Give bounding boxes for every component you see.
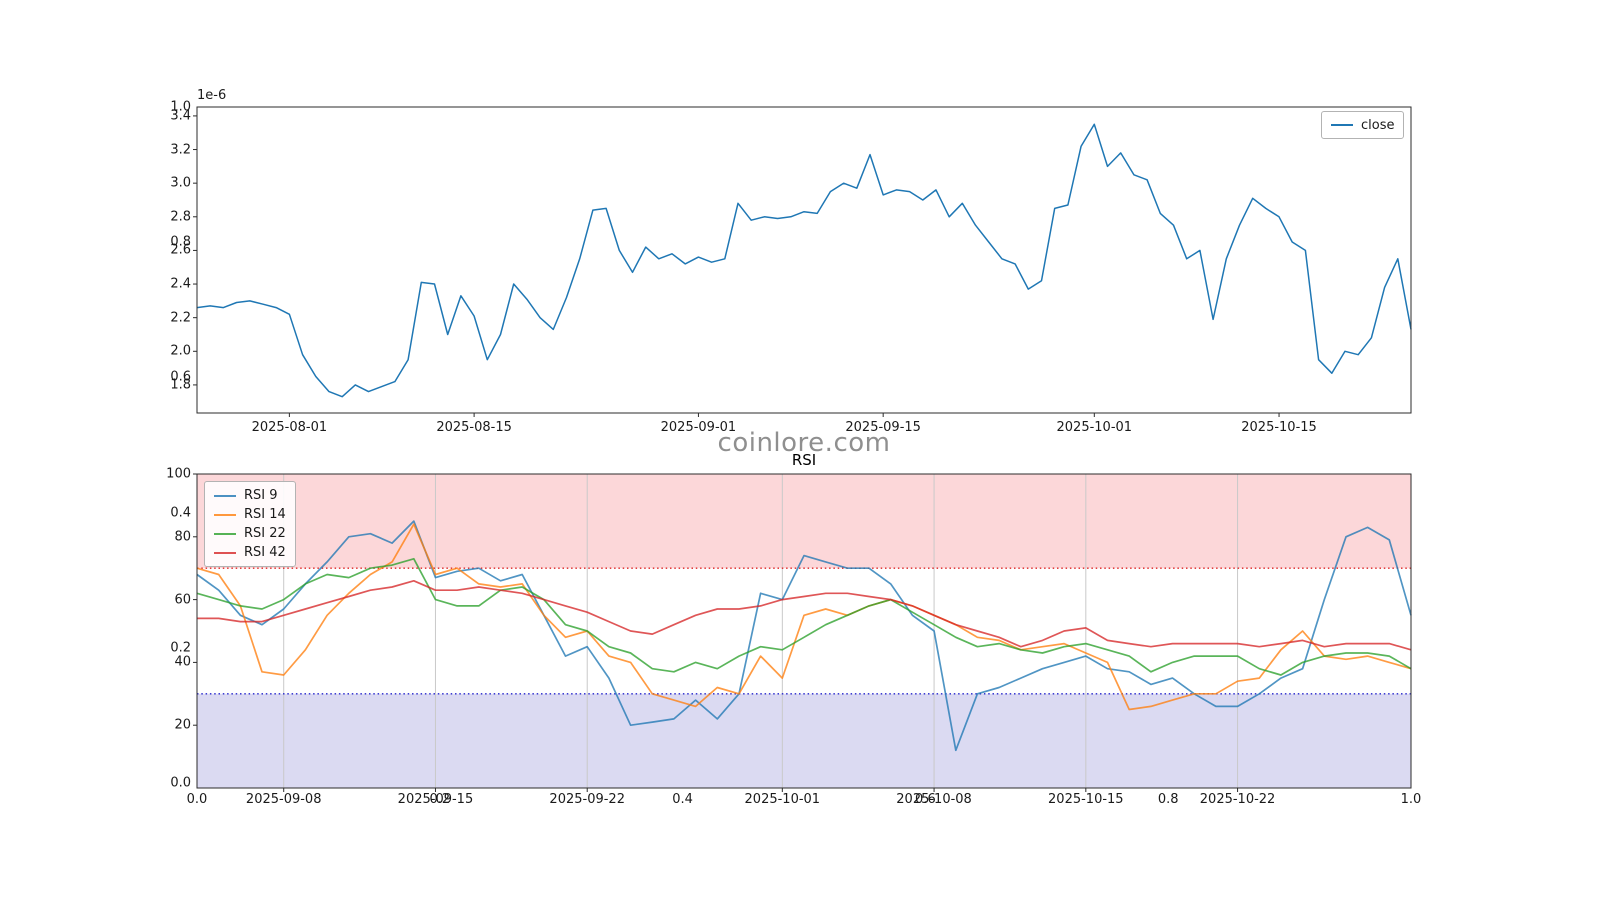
rsi-line-sample <box>214 494 236 497</box>
phantom-xtick-label: 1.0 <box>1400 792 1422 807</box>
rsi-plot-border <box>196 473 1412 789</box>
price-ytick-label: 3.2 <box>170 142 191 158</box>
price-xtick-label: 2025-10-01 <box>1056 420 1133 435</box>
watermark: coinlore.com <box>717 428 891 458</box>
rsi-xtick-label: 2025-09-22 <box>549 792 625 807</box>
rsi-42-line <box>197 579 1412 651</box>
rsi-ytick-label: 60 <box>174 592 191 608</box>
rsi-ytick-label: 20 <box>174 717 191 733</box>
rsi-ytick-label: 80 <box>174 529 191 545</box>
rsi-xtick-label: 2025-09-08 <box>245 792 322 807</box>
rsi-legend-label: RSI 9 <box>244 488 278 503</box>
rsi-line-sample <box>214 551 236 554</box>
price-ytick-label: 1.8 <box>170 377 191 393</box>
phantom-ytick-label: 0.2 <box>170 640 191 656</box>
rsi-legend-label: RSI 42 <box>244 545 286 560</box>
rsi-legend-label: RSI 14 <box>244 507 286 522</box>
rsi-ytick-label: 100 <box>166 466 191 482</box>
rsi-legend-row: RSI 22 <box>214 527 286 540</box>
rsi-legend-label: RSI 22 <box>244 526 286 541</box>
rsi-xtick-label: 2025-10-15 <box>1048 792 1124 807</box>
rsi-14-line <box>196 523 1412 711</box>
phantom-ytick-label: 1.0 <box>170 99 191 115</box>
oversold-band <box>197 693 1411 788</box>
phantom-ytick-label: 0.4 <box>170 505 191 521</box>
rsi-xtick-label: 2025-09-15 <box>397 792 474 807</box>
phantom-xtick-label: 0.6 <box>915 792 936 807</box>
price-xtick-label: 2025-08-01 <box>251 420 328 435</box>
phantom-xtick-label: 0.0 <box>186 792 208 807</box>
rsi-line-sample <box>214 532 236 535</box>
rsi-xtick-label: 2025-10-01 <box>744 792 821 807</box>
phantom-ytick-label: 0.6 <box>170 369 191 385</box>
price-xtick-label: 2025-09-15 <box>845 420 921 435</box>
close-legend-label: close <box>1361 117 1395 133</box>
rsi-9-line <box>196 520 1412 752</box>
price-legend: close <box>1321 111 1405 139</box>
price-xtick-label: 2025-10-15 <box>1241 420 1317 435</box>
price-ytick-label: 2.0 <box>170 343 191 359</box>
price-ytick-label: 2.2 <box>170 310 191 326</box>
phantom-xtick-label: 0.2 <box>429 792 451 807</box>
close-line <box>196 123 1412 398</box>
rsi-legend: RSI 9 RSI 14 RSI 22 RSI 42 <box>204 481 296 567</box>
rsi-xtick-label: 2025-10-08 <box>896 792 972 807</box>
rsi-xtick-label: 2025-10-22 <box>1199 792 1276 807</box>
price-ytick-label: 3.0 <box>170 175 191 191</box>
price-plot-border <box>196 106 1412 414</box>
rsi-legend-row: RSI 42 <box>214 546 286 559</box>
price-axis-offset-label: 1e-6 <box>197 88 227 103</box>
phantom-ytick-label: 0.8 <box>170 234 191 250</box>
rsi-line-sample <box>214 513 236 516</box>
price-ytick-label: 2.6 <box>170 242 191 258</box>
price-xtick-label: 2025-08-15 <box>436 420 512 435</box>
price-ytick-label: 2.8 <box>170 209 191 225</box>
rsi-chart-title: RSI <box>791 451 817 469</box>
price-xtick-label: 2025-09-01 <box>660 420 737 435</box>
rsi-ytick-label: 40 <box>174 654 191 670</box>
phantom-xtick-label: 0.8 <box>1157 792 1179 807</box>
phantom-ytick-label: 0.0 <box>170 775 191 791</box>
overbought-band <box>197 474 1411 569</box>
phantom-xtick-label: 0.4 <box>672 792 693 807</box>
close-line-sample <box>1331 124 1353 126</box>
rsi-22-line <box>196 557 1412 676</box>
price-ytick-label: 3.4 <box>170 108 191 124</box>
price-ytick-label: 2.4 <box>170 276 191 292</box>
rsi-legend-row: RSI 9 <box>214 489 286 502</box>
rsi-legend-row: RSI 14 <box>214 508 286 521</box>
